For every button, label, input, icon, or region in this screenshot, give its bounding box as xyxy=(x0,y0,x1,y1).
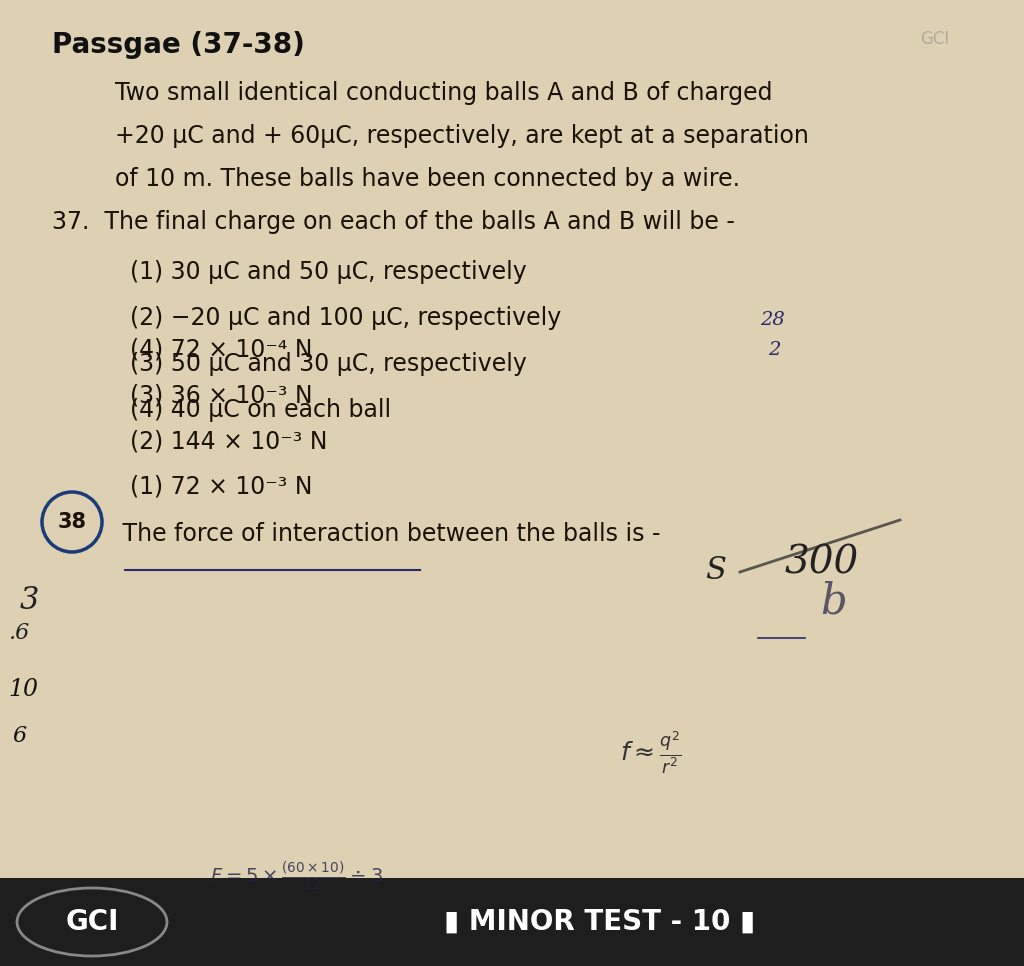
Text: (1) 72 × 10⁻³ N: (1) 72 × 10⁻³ N xyxy=(130,475,312,499)
Text: Passgae (37-38): Passgae (37-38) xyxy=(52,31,305,59)
Bar xyxy=(0,878,1024,966)
Text: +20 μC and + 60μC, respectively, are kept at a separation: +20 μC and + 60μC, respectively, are kep… xyxy=(115,124,809,148)
Text: Two small identical conducting balls A and B of charged: Two small identical conducting balls A a… xyxy=(115,81,772,105)
Text: 10: 10 xyxy=(8,678,38,701)
Text: (4) 72 × 10⁻⁴ N: (4) 72 × 10⁻⁴ N xyxy=(130,337,312,361)
Text: GCI: GCI xyxy=(66,908,119,936)
Ellipse shape xyxy=(17,888,167,956)
Text: (2) 144 × 10⁻³ N: (2) 144 × 10⁻³ N xyxy=(130,429,328,453)
Text: GCI: GCI xyxy=(920,30,949,48)
Text: (3) 36 × 10⁻³ N: (3) 36 × 10⁻³ N xyxy=(130,383,312,407)
Text: The force of interaction between the balls is -: The force of interaction between the bal… xyxy=(115,522,660,546)
Text: 6: 6 xyxy=(12,725,27,747)
Text: (2) −20 μC and 100 μC, respectively: (2) −20 μC and 100 μC, respectively xyxy=(130,306,561,330)
Text: ▮ MINOR TEST - 10 ▮: ▮ MINOR TEST - 10 ▮ xyxy=(444,908,756,936)
Text: 37.  The final charge on each of the balls A and B will be -: 37. The final charge on each of the ball… xyxy=(52,210,735,234)
Text: $f \approx \frac{q^2}{r^2}$: $f \approx \frac{q^2}{r^2}$ xyxy=(620,730,682,777)
Text: 28: 28 xyxy=(760,311,784,329)
Text: (4) 40 μC on each ball: (4) 40 μC on each ball xyxy=(130,398,391,422)
Text: .6: .6 xyxy=(8,622,30,644)
Text: b: b xyxy=(820,580,847,622)
Text: (3) 50 μC and 30 μC, respectively: (3) 50 μC and 30 μC, respectively xyxy=(130,352,527,376)
Text: S: S xyxy=(705,555,726,586)
Text: $F = 5 \times \frac{(60 \times 10)}{12} \div 3$: $F = 5 \times \frac{(60 \times 10)}{12} … xyxy=(210,860,383,894)
Text: of 10 m. These balls have been connected by a wire.: of 10 m. These balls have been connected… xyxy=(115,167,740,191)
Text: (1) 30 μC and 50 μC, respectively: (1) 30 μC and 50 μC, respectively xyxy=(130,260,526,284)
Text: 3: 3 xyxy=(20,585,39,616)
Text: 2: 2 xyxy=(768,341,780,359)
Text: 38: 38 xyxy=(57,512,86,532)
Text: 300: 300 xyxy=(785,545,859,582)
